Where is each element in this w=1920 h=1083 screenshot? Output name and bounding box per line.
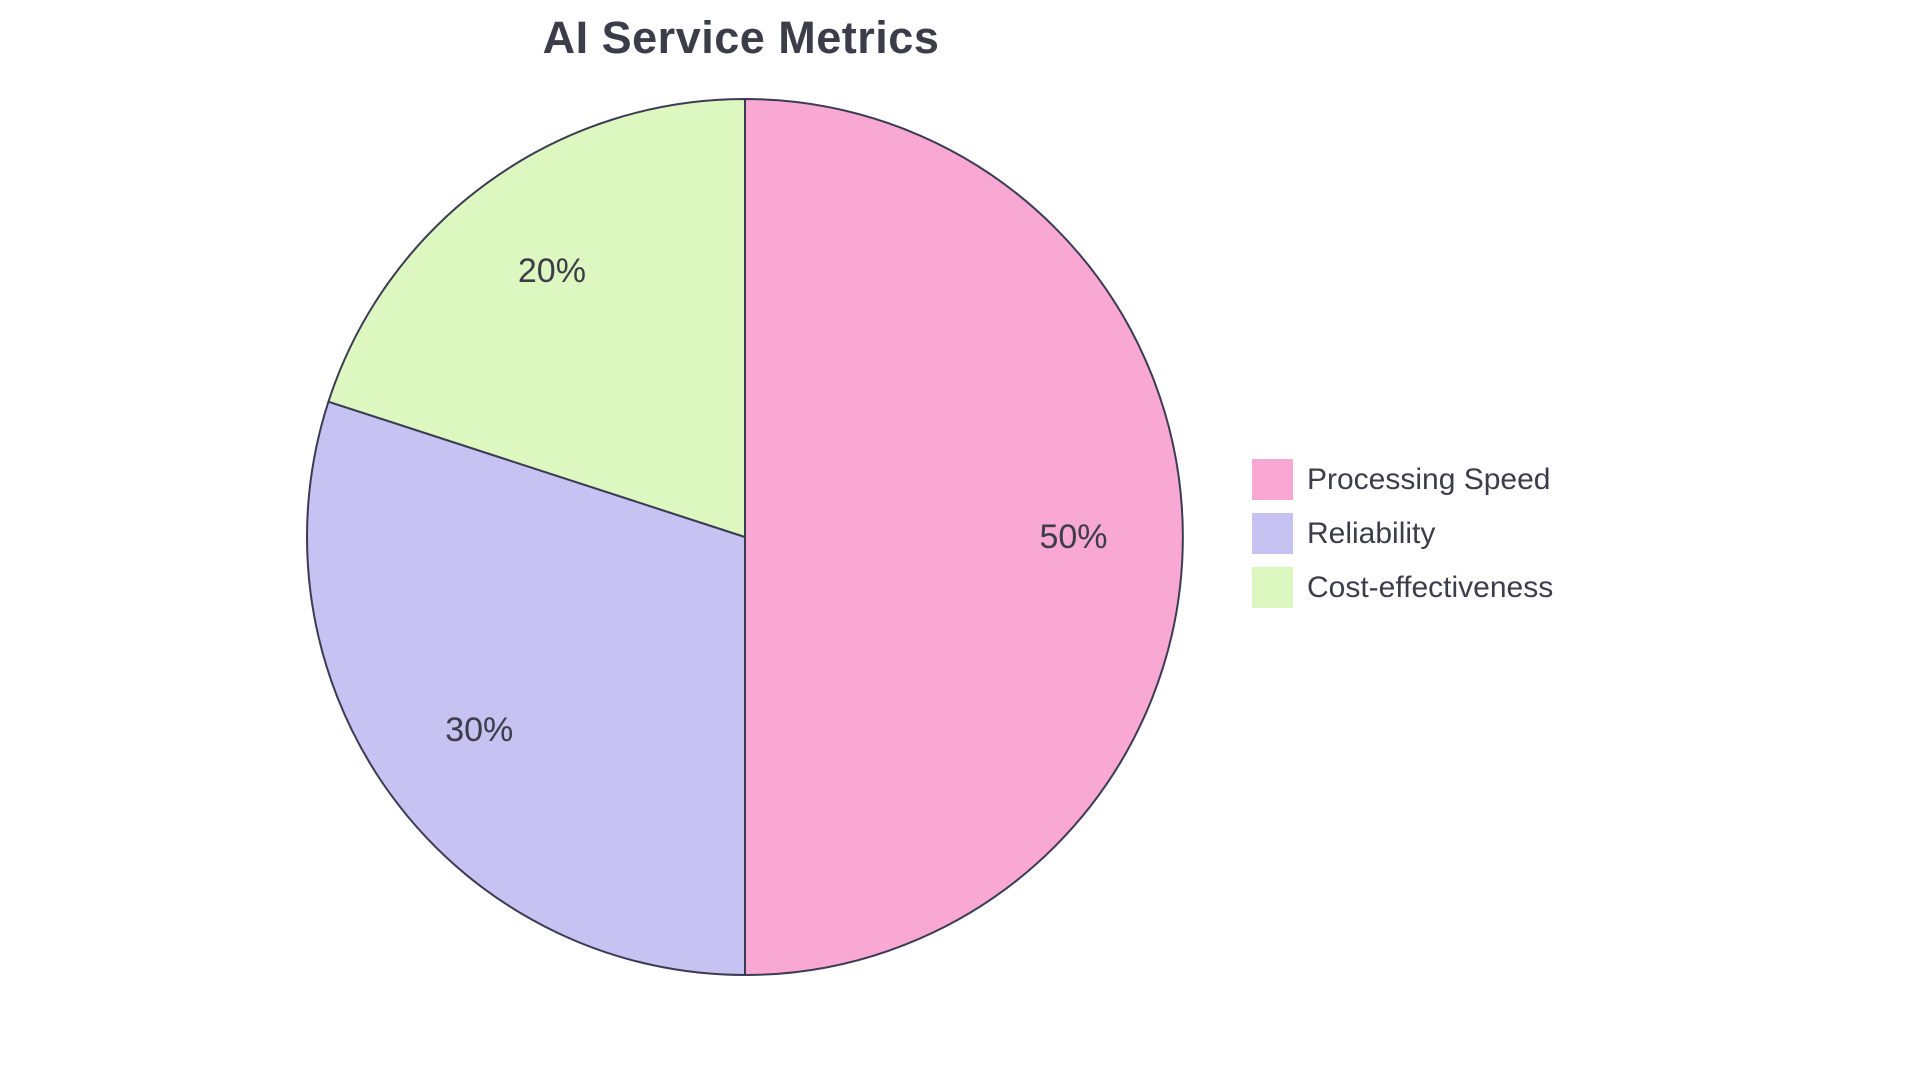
legend-label: Reliability	[1307, 516, 1436, 550]
pie-slice-reliability	[306, 400, 746, 976]
legend-label: Cost-effectiveness	[1307, 570, 1554, 604]
legend-swatch	[1252, 459, 1293, 500]
legend-item: Cost-effectiveness	[1252, 567, 1553, 608]
chart-title: AI Service Metrics	[542, 12, 940, 63]
pie-slice-cost-effectiveness	[327, 98, 746, 538]
legend-item: Processing Speed	[1252, 459, 1553, 500]
slice-percentage-label: 50%	[1039, 518, 1107, 556]
pie-slice-processing-speed	[744, 98, 1184, 976]
legend-swatch	[1252, 567, 1293, 608]
legend-label: Processing Speed	[1307, 462, 1551, 496]
slice-percentage-label: 30%	[445, 711, 513, 749]
legend-item: Reliability	[1252, 513, 1553, 554]
chart-legend: Processing Speed Reliability Cost-effectiv…	[1252, 459, 1553, 608]
slice-percentage-label: 20%	[518, 252, 586, 290]
legend-swatch	[1252, 513, 1293, 554]
